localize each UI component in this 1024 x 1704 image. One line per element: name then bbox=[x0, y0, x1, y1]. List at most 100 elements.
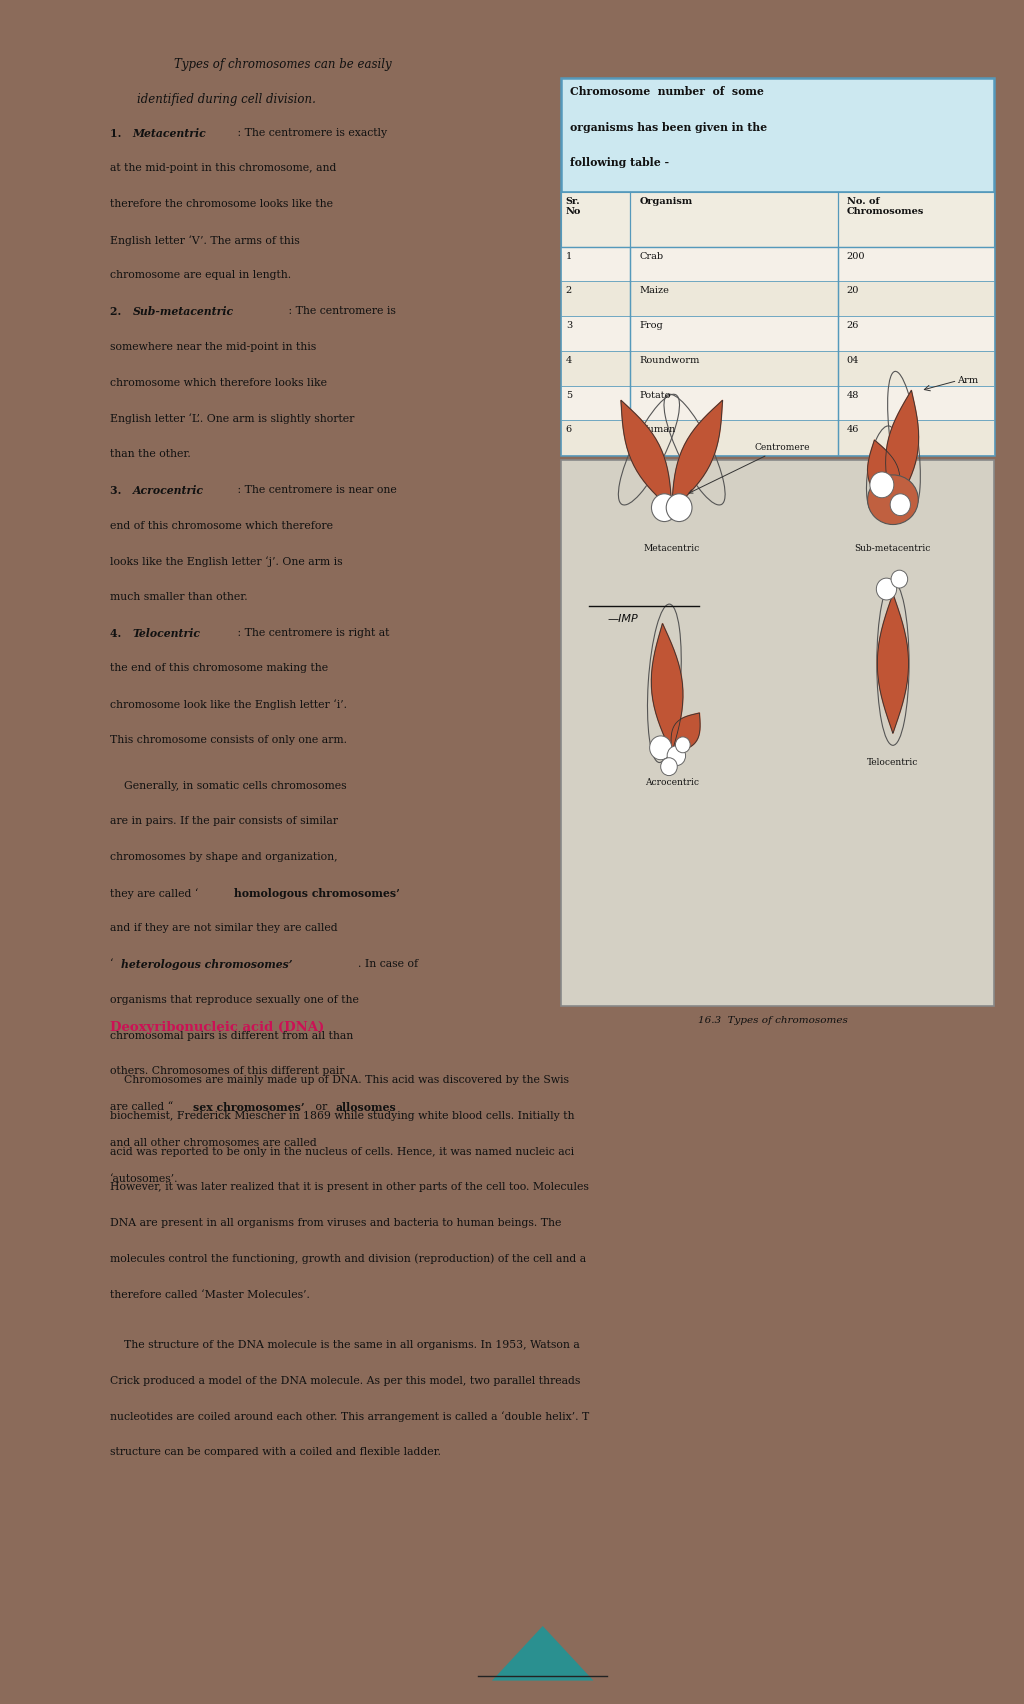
Text: Chromosomes are mainly made up of DNA. This acid was discovered by the Swis: Chromosomes are mainly made up of DNA. T… bbox=[110, 1075, 568, 1085]
Text: chromosome which therefore looks like: chromosome which therefore looks like bbox=[110, 378, 327, 389]
Text: . In case of: . In case of bbox=[358, 959, 419, 970]
Text: are in pairs. If the pair consists of similar: are in pairs. If the pair consists of si… bbox=[110, 816, 338, 826]
Text: 4: 4 bbox=[565, 356, 572, 365]
Circle shape bbox=[668, 746, 686, 765]
FancyBboxPatch shape bbox=[561, 193, 994, 247]
Circle shape bbox=[877, 578, 897, 600]
Text: 1.: 1. bbox=[110, 128, 125, 138]
Text: 181: 181 bbox=[530, 1658, 555, 1670]
Text: Telocentric: Telocentric bbox=[867, 758, 919, 767]
Circle shape bbox=[676, 736, 690, 753]
Text: English letter ‘V’. The arms of this: English letter ‘V’. The arms of this bbox=[110, 235, 299, 245]
Text: therefore called ‘Master Molecules’.: therefore called ‘Master Molecules’. bbox=[110, 1290, 309, 1300]
Text: Arm: Arm bbox=[957, 377, 979, 385]
Text: they are called ‘: they are called ‘ bbox=[110, 888, 198, 898]
FancyBboxPatch shape bbox=[561, 460, 994, 1005]
Text: allosomes: allosomes bbox=[336, 1102, 396, 1113]
Polygon shape bbox=[493, 1626, 594, 1680]
Text: Generally, in somatic cells chromosomes: Generally, in somatic cells chromosomes bbox=[110, 780, 346, 791]
Ellipse shape bbox=[867, 475, 919, 525]
Polygon shape bbox=[651, 624, 683, 753]
Text: ‘autosomes’.: ‘autosomes’. bbox=[110, 1174, 178, 1184]
Text: Telocentric: Telocentric bbox=[133, 627, 201, 639]
Text: nucleotides are coiled around each other. This arrangement is called a ‘double h: nucleotides are coiled around each other… bbox=[110, 1411, 589, 1423]
Text: 3: 3 bbox=[565, 320, 572, 331]
Text: chromosome are equal in length.: chromosome are equal in length. bbox=[110, 271, 291, 281]
Text: English letter ‘L’. One arm is slightly shorter: English letter ‘L’. One arm is slightly … bbox=[110, 414, 354, 424]
Circle shape bbox=[649, 736, 672, 760]
Text: heterologous chromosomes’: heterologous chromosomes’ bbox=[121, 959, 292, 970]
Text: somewhere near the mid-point in this: somewhere near the mid-point in this bbox=[110, 343, 315, 353]
Polygon shape bbox=[672, 400, 723, 509]
Text: at the mid-point in this chromosome, and: at the mid-point in this chromosome, and bbox=[110, 164, 336, 174]
Text: following table -: following table - bbox=[570, 157, 670, 169]
Text: : The centromere is near one: : The centromere is near one bbox=[234, 486, 396, 494]
Text: organisms that reproduce sexually one of the: organisms that reproduce sexually one of… bbox=[110, 995, 358, 1005]
Text: 20: 20 bbox=[847, 286, 859, 295]
Text: 1: 1 bbox=[565, 252, 572, 261]
Circle shape bbox=[660, 758, 677, 775]
Text: No. of
Chromosomes: No. of Chromosomes bbox=[847, 198, 925, 216]
Text: others. Chromosomes of this different pair: others. Chromosomes of this different pa… bbox=[110, 1067, 344, 1077]
Text: Crab: Crab bbox=[639, 252, 664, 261]
Text: 46: 46 bbox=[847, 426, 859, 435]
Text: looks like the English letter ‘j’. One arm is: looks like the English letter ‘j’. One a… bbox=[110, 556, 342, 567]
FancyBboxPatch shape bbox=[561, 247, 994, 281]
Text: 4.: 4. bbox=[110, 627, 125, 639]
Text: : The centromere is right at: : The centromere is right at bbox=[234, 627, 389, 637]
Text: Roundworm: Roundworm bbox=[639, 356, 699, 365]
Circle shape bbox=[870, 472, 894, 498]
Text: Centromere: Centromere bbox=[689, 443, 810, 492]
Text: are called “: are called “ bbox=[110, 1102, 173, 1113]
Text: 6: 6 bbox=[565, 426, 571, 435]
Text: : The centromere is exactly: : The centromere is exactly bbox=[234, 128, 387, 138]
FancyBboxPatch shape bbox=[561, 317, 994, 351]
Text: Crick produced a model of the DNA molecule. As per this model, two parallel thre: Crick produced a model of the DNA molecu… bbox=[110, 1375, 580, 1385]
Text: Potato: Potato bbox=[639, 390, 671, 399]
Text: and if they are not similar they are called: and if they are not similar they are cal… bbox=[110, 924, 337, 934]
Text: : The centromere is: : The centromere is bbox=[285, 307, 395, 317]
Text: Acrocentric: Acrocentric bbox=[645, 777, 698, 787]
Polygon shape bbox=[671, 712, 700, 753]
Text: 2: 2 bbox=[565, 286, 572, 295]
FancyBboxPatch shape bbox=[561, 351, 994, 385]
Text: and all other chromosomes are called: and all other chromosomes are called bbox=[110, 1138, 316, 1148]
Text: Sr.
No: Sr. No bbox=[565, 198, 582, 216]
Polygon shape bbox=[886, 390, 919, 509]
Text: acid was reported to be only in the nucleus of cells. Hence, it was named nuclei: acid was reported to be only in the nucl… bbox=[110, 1147, 573, 1157]
Text: 48: 48 bbox=[847, 390, 859, 399]
FancyBboxPatch shape bbox=[561, 421, 994, 455]
Text: identified during cell division.: identified during cell division. bbox=[137, 94, 316, 106]
Text: Deoxyribonucleic acid (DNA): Deoxyribonucleic acid (DNA) bbox=[110, 1021, 324, 1034]
Polygon shape bbox=[867, 440, 900, 509]
Text: ‘: ‘ bbox=[110, 959, 113, 970]
Text: molecules control the functioning, growth and division (reproduction) of the cel: molecules control the functioning, growt… bbox=[110, 1254, 586, 1264]
Text: 5: 5 bbox=[565, 390, 571, 399]
Text: Metacentric: Metacentric bbox=[133, 128, 207, 138]
Circle shape bbox=[651, 494, 677, 521]
Text: DNA are present in all organisms from viruses and bacteria to human beings. The: DNA are present in all organisms from vi… bbox=[110, 1218, 561, 1229]
Text: Maize: Maize bbox=[639, 286, 670, 295]
Text: chromosomes by shape and organization,: chromosomes by shape and organization, bbox=[110, 852, 337, 862]
Text: end of this chromosome which therefore: end of this chromosome which therefore bbox=[110, 520, 333, 530]
Text: or: or bbox=[312, 1102, 331, 1113]
Text: chromosomal pairs is different from all than: chromosomal pairs is different from all … bbox=[110, 1031, 353, 1041]
Text: Metacentric: Metacentric bbox=[644, 544, 699, 554]
Text: 3.: 3. bbox=[110, 486, 125, 496]
Text: The structure of the DNA molecule is the same in all organisms. In 1953, Watson : The structure of the DNA molecule is the… bbox=[110, 1341, 580, 1350]
Text: chromosome look like the English letter ‘i’.: chromosome look like the English letter … bbox=[110, 699, 346, 711]
Circle shape bbox=[890, 494, 910, 516]
Text: Acrocentric: Acrocentric bbox=[133, 486, 204, 496]
Text: organisms has been given in the: organisms has been given in the bbox=[570, 121, 768, 133]
Text: than the other.: than the other. bbox=[110, 450, 190, 458]
Text: sex chromosomes’: sex chromosomes’ bbox=[193, 1102, 304, 1113]
Text: 26: 26 bbox=[847, 320, 859, 331]
Polygon shape bbox=[878, 595, 908, 733]
Text: homologous chromosomes’: homologous chromosomes’ bbox=[234, 888, 399, 898]
Text: 16.3  Types of chromosomes: 16.3 Types of chromosomes bbox=[698, 1016, 848, 1024]
Text: therefore the chromosome looks like the: therefore the chromosome looks like the bbox=[110, 199, 333, 210]
Text: However, it was later realized that it is present in other parts of the cell too: However, it was later realized that it i… bbox=[110, 1183, 589, 1193]
Text: biochemist, Frederick Miescher in 1869 while studying white blood cells. Initial: biochemist, Frederick Miescher in 1869 w… bbox=[110, 1111, 574, 1121]
Text: Sub-metacentric: Sub-metacentric bbox=[855, 544, 931, 554]
FancyBboxPatch shape bbox=[561, 281, 994, 317]
